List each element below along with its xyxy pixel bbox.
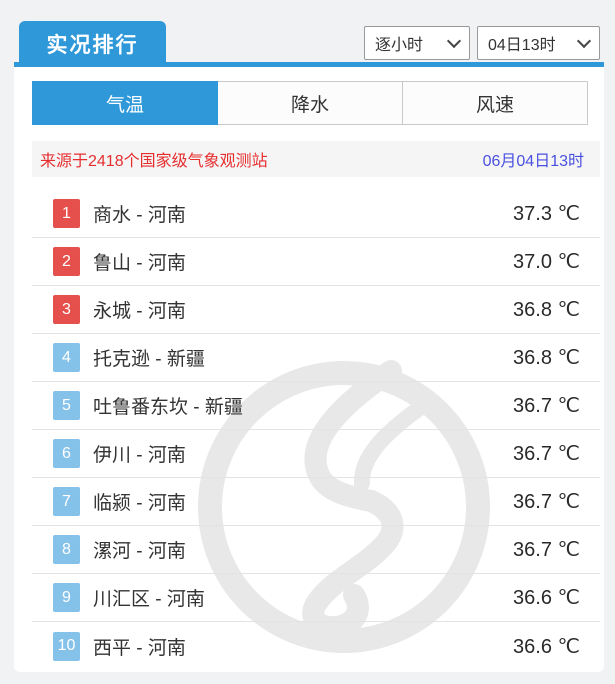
time-controls: 逐小时 04日13时 xyxy=(364,26,600,60)
temperature-value: 36.6 ℃ xyxy=(513,587,580,609)
station-name: 吐鲁番东坎 - 新疆 xyxy=(93,397,243,418)
widget-title-tab[interactable]: 实况排行 xyxy=(19,21,166,67)
station-name: 鲁山 - 河南 xyxy=(93,253,186,274)
tab-label: 风速 xyxy=(475,94,514,116)
station-name: 伊川 - 河南 xyxy=(93,445,186,466)
rank-badge: 2 xyxy=(53,247,80,276)
tab-label: 气温 xyxy=(105,94,144,116)
source-timestamp: 06月04日13时 xyxy=(482,153,584,170)
temperature-value: 36.7 ℃ xyxy=(513,491,580,513)
ranking-row: 8 漯河 - 河南 36.7 ℃ xyxy=(32,526,600,574)
ranking-panel: 气温 降水 风速 来源于2418个国家级气象观测站 06月04日13时 1 商水… xyxy=(14,62,604,672)
station-name: 川汇区 - 河南 xyxy=(93,589,205,610)
source-bar: 来源于2418个国家级气象观测站 06月04日13时 xyxy=(32,141,600,177)
temperature-value: 36.8 ℃ xyxy=(513,347,580,369)
rank-badge: 3 xyxy=(53,295,80,324)
rank-badge: 1 xyxy=(53,199,80,228)
source-label: 来源于2418个国家级气象观测站 xyxy=(40,153,268,170)
ranking-list: 1 商水 - 河南 37.3 ℃ 2 鲁山 - 河南 37.0 ℃ 3 永城 -… xyxy=(32,190,600,670)
temperature-value: 36.7 ℃ xyxy=(513,443,580,465)
temperature-value: 36.7 ℃ xyxy=(513,539,580,561)
category-tabs: 气温 降水 风速 xyxy=(32,81,588,125)
temperature-value: 36.7 ℃ xyxy=(513,395,580,417)
rank-badge: 9 xyxy=(53,583,80,612)
station-name: 永城 - 河南 xyxy=(93,301,186,322)
rank-badge: 5 xyxy=(53,391,80,420)
ranking-row: 9 川汇区 - 河南 36.6 ℃ xyxy=(32,574,600,622)
ranking-row: 4 托克逊 - 新疆 36.8 ℃ xyxy=(32,334,600,382)
temperature-value: 37.3 ℃ xyxy=(513,203,580,225)
station-name: 临颍 - 河南 xyxy=(93,493,186,514)
ranking-row: 3 永城 - 河南 36.8 ℃ xyxy=(32,286,600,334)
rank-badge: 4 xyxy=(53,343,80,372)
rank-badge: 7 xyxy=(53,487,80,516)
temperature-value: 37.0 ℃ xyxy=(513,251,580,273)
chevron-down-icon xyxy=(446,33,462,49)
ranking-row: 5 吐鲁番东坎 - 新疆 36.7 ℃ xyxy=(32,382,600,430)
interval-select-value: 逐小时 xyxy=(375,37,424,54)
rank-badge: 8 xyxy=(53,535,80,564)
time-select-value: 04日13时 xyxy=(488,37,556,54)
temperature-value: 36.6 ℃ xyxy=(513,635,580,658)
tab-temperature[interactable]: 气温 xyxy=(32,81,218,125)
ranking-row: 2 鲁山 - 河南 37.0 ℃ xyxy=(32,238,600,286)
temperature-value: 36.8 ℃ xyxy=(513,299,580,321)
widget-title: 实况排行 xyxy=(46,34,139,57)
ranking-row: 1 商水 - 河南 37.3 ℃ xyxy=(32,190,600,238)
ranking-row: 6 伊川 - 河南 36.7 ℃ xyxy=(32,430,600,478)
interval-select[interactable]: 逐小时 xyxy=(364,26,470,60)
tab-wind-speed[interactable]: 风速 xyxy=(403,81,588,125)
tab-label: 降水 xyxy=(290,94,329,116)
station-name: 商水 - 河南 xyxy=(93,205,186,226)
rank-badge: 10 xyxy=(53,631,80,661)
station-name: 托克逊 - 新疆 xyxy=(93,349,205,370)
ranking-row: 10 西平 - 河南 36.6 ℃ xyxy=(32,622,600,670)
time-select[interactable]: 04日13时 xyxy=(477,26,600,60)
tab-precipitation[interactable]: 降水 xyxy=(218,81,403,125)
ranking-row: 7 临颍 - 河南 36.7 ℃ xyxy=(32,478,600,526)
station-name: 西平 - 河南 xyxy=(93,637,186,659)
station-name: 漯河 - 河南 xyxy=(93,541,186,562)
rank-badge: 6 xyxy=(53,439,80,468)
chevron-down-icon xyxy=(576,33,592,49)
